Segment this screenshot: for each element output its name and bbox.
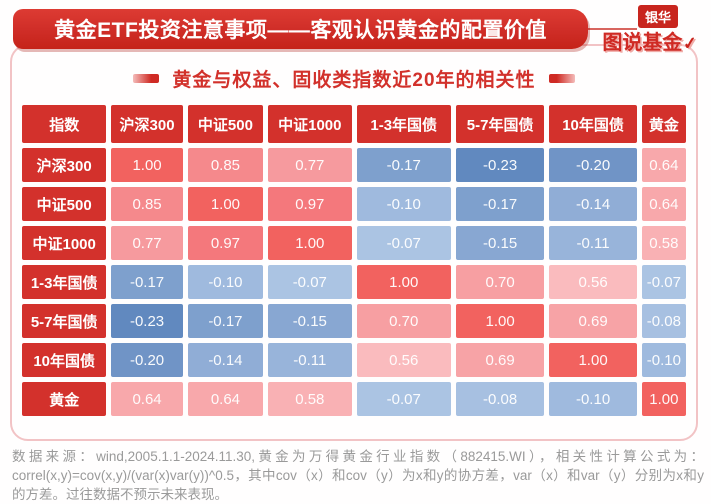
heatmap-cell: -0.08 — [641, 304, 686, 338]
heatmap-cell: -0.14 — [549, 187, 637, 221]
heatmap-cell: -0.10 — [356, 187, 451, 221]
heatmap-cell: 0.97 — [187, 226, 264, 260]
row-header: 5-7年国债 — [22, 304, 107, 338]
heatmap-cell: 0.69 — [455, 343, 545, 377]
heatmap-cell: -0.17 — [455, 187, 545, 221]
column-header: 10年国债 — [549, 105, 637, 143]
heatmap-cell: -0.07 — [356, 226, 451, 260]
row-header: 沪深300 — [22, 148, 107, 182]
column-header: 1-3年国债 — [356, 105, 451, 143]
checkmark-icon: ✓ — [682, 33, 699, 54]
heatmap-cell: -0.07 — [268, 265, 352, 299]
column-header: 中证1000 — [268, 105, 352, 143]
heatmap-cell: 0.58 — [268, 382, 352, 416]
heatmap-cell: -0.17 — [356, 148, 451, 182]
chart-title-row: 黄金与权益、固收类指数近20年的相关性 — [12, 65, 696, 92]
brand-series-label: 图说基金 — [602, 32, 683, 54]
chart-title: 黄金与权益、固收类指数近20年的相关性 — [172, 70, 536, 91]
heatmap-cell: 1.00 — [549, 343, 637, 377]
heatmap-cell: 0.64 — [641, 187, 686, 221]
correlation-heatmap-table: 指数 沪深300 中证500 中证1000 1-3年国债 5-7年国债 10年国债 黄金 沪深3… — [22, 105, 686, 416]
heatmap-cell: 0.77 — [111, 226, 183, 260]
heatmap-cell: -0.15 — [268, 304, 352, 338]
heatmap-cell: 0.56 — [549, 265, 637, 299]
heatmap-cell: 1.00 — [111, 148, 183, 182]
row-header: 10年国债 — [22, 343, 107, 377]
column-header: 5-7年国债 — [455, 105, 545, 143]
page-title: 黄金ETF投资注意事项——客观认识黄金的配置价值 — [54, 19, 547, 42]
heatmap-cell: 1.00 — [187, 187, 264, 221]
banner-connector-line — [585, 28, 637, 30]
heatmap-cell: -0.23 — [111, 304, 183, 338]
heatmap-cell: 0.64 — [641, 148, 686, 182]
heatmap-cell: -0.17 — [111, 265, 183, 299]
heatmap-cell: -0.07 — [641, 265, 686, 299]
heatmap-cell: 0.69 — [549, 304, 637, 338]
heatmap-cell: 0.97 — [268, 187, 352, 221]
brand-logo: 银华 图说基金✓ — [595, 5, 705, 55]
heatmap-cell: 1.00 — [641, 382, 686, 416]
heatmap-cell: -0.11 — [268, 343, 352, 377]
heatmap-cell: 0.85 — [111, 187, 183, 221]
heatmap-cell: -0.07 — [356, 382, 451, 416]
heatmap-cell: 1.00 — [356, 265, 451, 299]
brand-name-badge: 银华 — [637, 5, 678, 28]
heatmap-cell: -0.20 — [549, 148, 637, 182]
title-banner: 黄金ETF投资注意事项——客观认识黄金的配置价值 — [13, 9, 588, 49]
row-header: 1-3年国债 — [22, 265, 107, 299]
subtitle-dash-right-icon — [548, 74, 575, 83]
heatmap-cell: 0.64 — [187, 382, 264, 416]
heatmap-cell: -0.14 — [187, 343, 264, 377]
heatmap-cell: -0.15 — [455, 226, 545, 260]
heatmap-cell: 1.00 — [268, 226, 352, 260]
heatmap-cell: -0.08 — [455, 382, 545, 416]
row-header: 中证500 — [22, 187, 107, 221]
heatmap-cell: -0.10 — [549, 382, 637, 416]
heatmap-cell: 0.64 — [111, 382, 183, 416]
heatmap-cell: -0.10 — [187, 265, 264, 299]
heatmap-cell: -0.11 — [549, 226, 637, 260]
heatmap-cell: 0.85 — [187, 148, 264, 182]
column-header: 黄金 — [641, 105, 686, 143]
column-header: 中证500 — [187, 105, 264, 143]
heatmap-cell: -0.10 — [641, 343, 686, 377]
row-header: 中证1000 — [22, 226, 107, 260]
heatmap-cell: -0.23 — [455, 148, 545, 182]
heatmap-cell: -0.17 — [187, 304, 264, 338]
data-source-note: 数据来源：wind,2005.1.1-2024.11.30,黄金为万得黄金行业指… — [12, 449, 704, 503]
subtitle-dash-left-icon — [133, 74, 160, 83]
heatmap-cell: 0.70 — [356, 304, 451, 338]
heatmap-cell: 0.58 — [641, 226, 686, 260]
table-corner-header: 指数 — [22, 105, 107, 143]
heatmap-cell: 0.77 — [268, 148, 352, 182]
heatmap-cell: -0.20 — [111, 343, 183, 377]
heatmap-cell: 1.00 — [455, 304, 545, 338]
heatmap-cell: 0.56 — [356, 343, 451, 377]
column-header: 沪深300 — [111, 105, 183, 143]
content-card: 黄金与权益、固收类指数近20年的相关性 指数 沪深300 中证500 中证1000 1-… — [10, 44, 698, 441]
brand-series-name: 图说基金✓ — [595, 26, 705, 55]
heatmap-cell: 0.70 — [455, 265, 545, 299]
row-header: 黄金 — [22, 382, 107, 416]
